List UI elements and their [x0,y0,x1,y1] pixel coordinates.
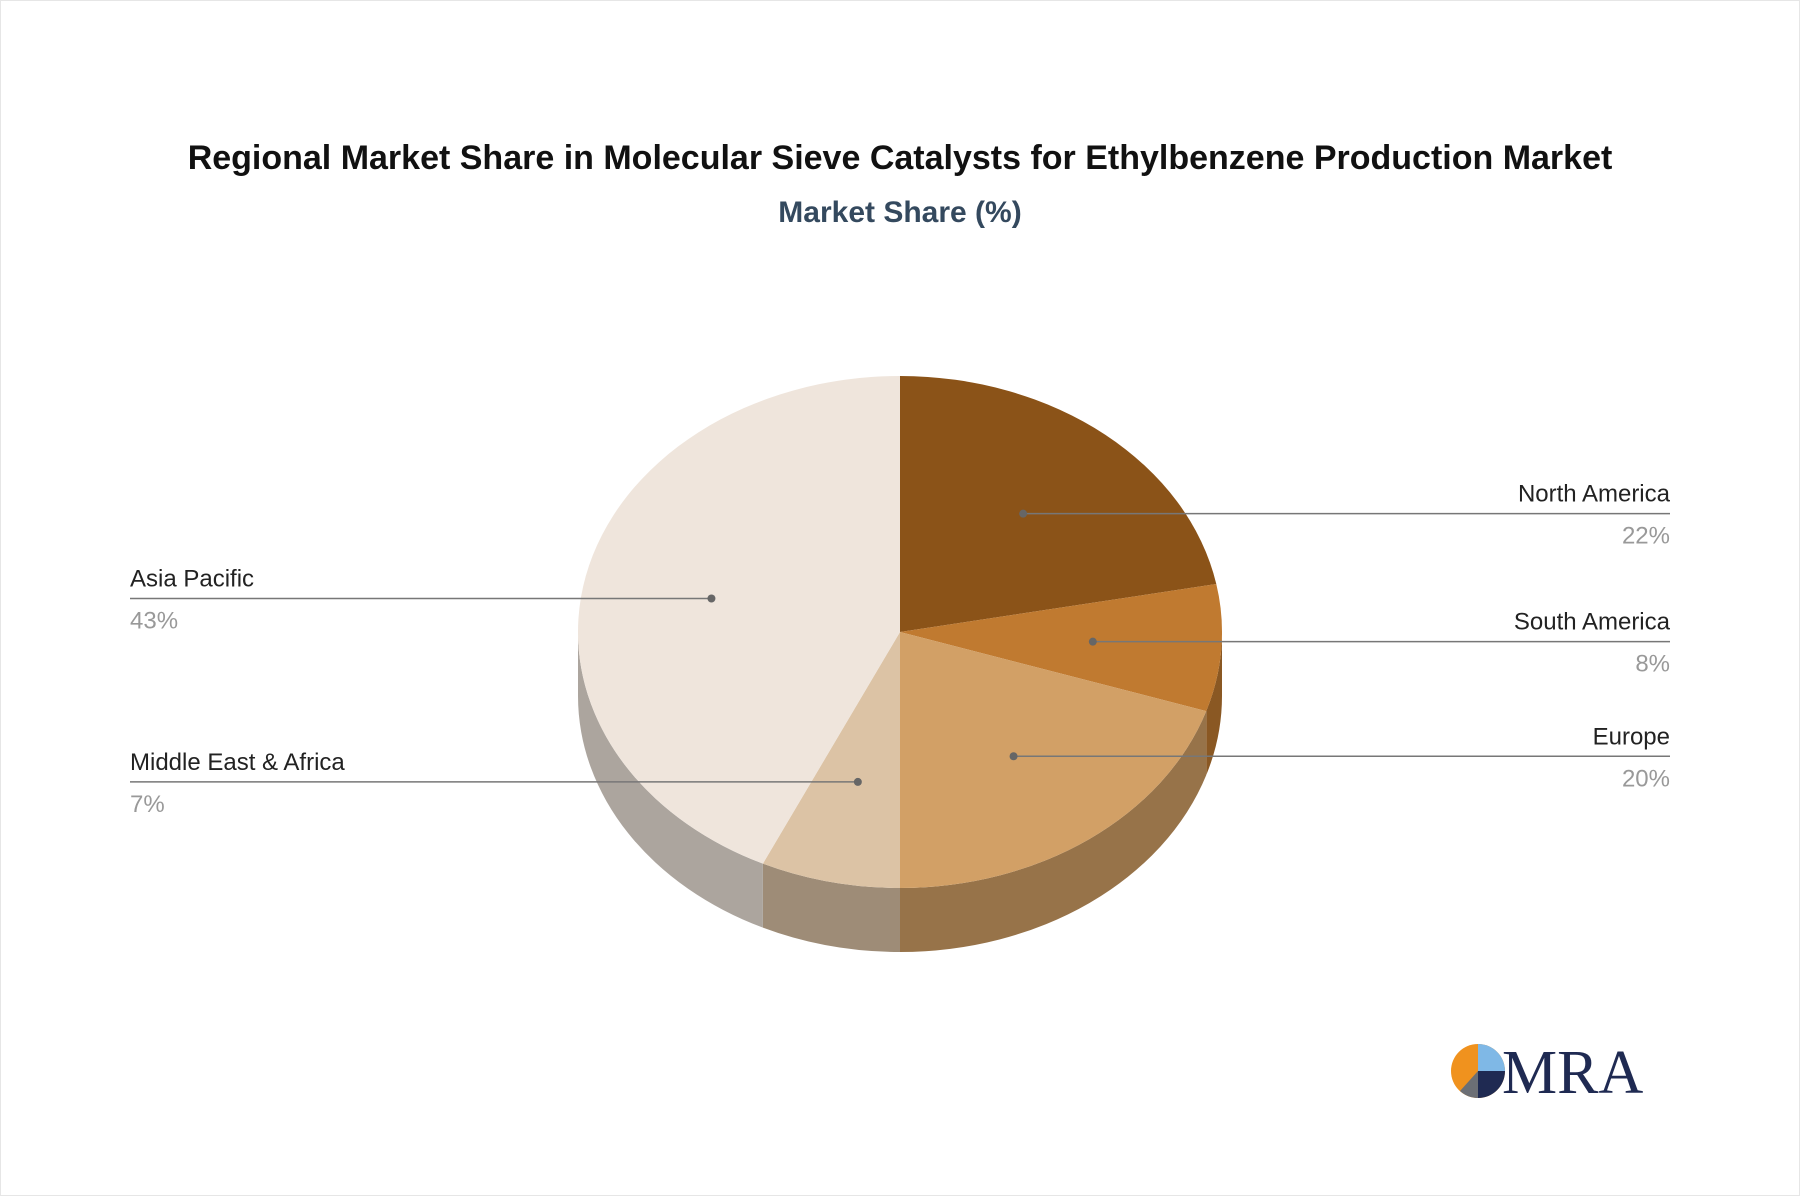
pie-side-middle-east-and-africa [762,863,900,952]
pie-side-europe [900,711,1207,952]
slice-value-north-america: 22% [1622,523,1670,550]
slice-value-asia-pacific: 43% [130,607,178,634]
pie-top-slices [577,376,1222,888]
pie-slice-middle-east-and-africa[interactable] [762,632,900,888]
chart-subtitle: Market Share (%) [778,196,1021,229]
leader-dot-south-america [1088,637,1097,646]
leader-dot-asia-pacific [707,594,716,603]
pie-labels: North America 22% South America 8% Europe 20%… [130,481,1671,818]
leader-dot-middle-east-and-africa [853,777,862,786]
mra-logo: MRA [1451,1039,1643,1107]
logo-emblem-icon [1451,1044,1505,1098]
chart-title: Regional Market Share in Molecular Sieve… [188,139,1613,177]
slice-value-middle-east-and-africa: 7% [130,791,165,818]
slice-value-europe: 20% [1622,765,1670,792]
slice-value-south-america: 8% [1635,651,1670,678]
pie-side-walls [578,632,1222,952]
slice-label-north-america: North America [1518,481,1671,508]
logo-text: MRA [1502,1039,1643,1107]
slice-label-south-america: South America [1514,609,1671,636]
pie-side-asia-pacific [578,632,763,928]
slice-label-middle-east-and-africa: Middle East & Africa [130,749,345,776]
leader-dot-north-america [1019,509,1028,518]
slice-label-europe: Europe [1593,723,1670,750]
pie-slice-south-america[interactable] [900,584,1222,712]
pie-slice-asia-pacific[interactable] [577,376,900,864]
leader-dot-europe [1009,752,1018,761]
pie-slice-north-america[interactable] [900,376,1217,632]
pie-side-south-america [1206,632,1222,776]
slice-label-asia-pacific: Asia Pacific [130,565,254,592]
pie-slice-europe[interactable] [900,632,1207,888]
